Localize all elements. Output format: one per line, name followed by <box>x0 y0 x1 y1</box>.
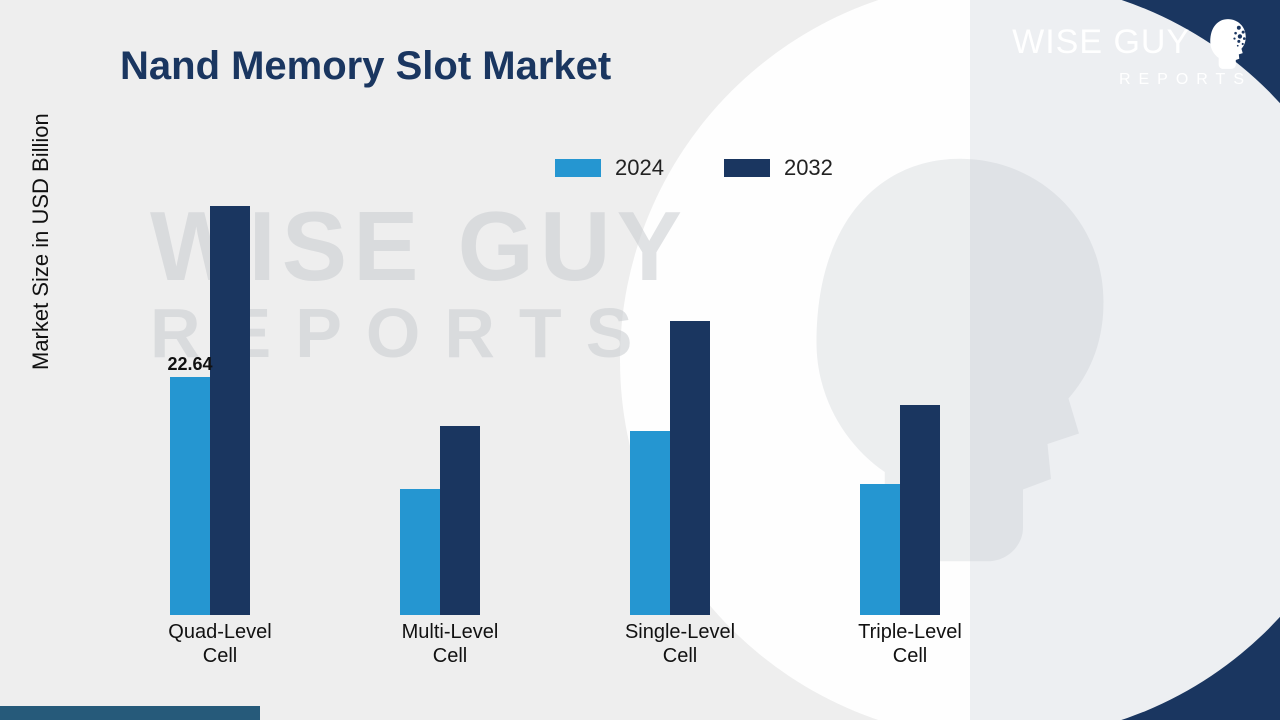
legend-label-2024: 2024 <box>615 155 664 181</box>
legend-item-2024: 2024 <box>555 155 664 181</box>
bar-2024 <box>860 484 900 615</box>
legend-swatch-2024 <box>555 159 601 177</box>
chart-canvas: WISE GUY REPORTS Nand Memory Slot Market… <box>0 0 1280 720</box>
logo-line2: REPORTS <box>1012 72 1252 88</box>
bar-2024 <box>400 489 440 615</box>
legend-item-2032: 2032 <box>724 155 833 181</box>
bar-2024 <box>630 431 670 615</box>
legend-label-2032: 2032 <box>784 155 833 181</box>
brand-logo: WISE GUY REPORTS <box>1012 18 1252 88</box>
chart-title: Nand Memory Slot Market <box>120 44 611 89</box>
chart-legend: 2024 2032 <box>555 155 833 181</box>
y-axis-label: Market Size in USD Billion <box>28 113 54 370</box>
logo-head-icon <box>1204 18 1252 70</box>
bar-value-label: 22.64 <box>167 354 212 375</box>
bar-2032 <box>670 321 710 615</box>
chart-plot-area: 22.64 <box>100 195 1000 615</box>
category-label: Quad-LevelCell <box>140 620 300 668</box>
legend-swatch-2032 <box>724 159 770 177</box>
bar-2032 <box>900 405 940 615</box>
bar-2032 <box>440 426 480 615</box>
category-label: Single-LevelCell <box>600 620 760 668</box>
category-label: Multi-LevelCell <box>370 620 530 668</box>
bar-2032 <box>210 206 250 616</box>
bar-2024 <box>170 377 210 615</box>
category-label: Triple-LevelCell <box>830 620 990 668</box>
bottom-accent-bar <box>0 706 260 720</box>
logo-line1: WISE GUY <box>1012 23 1189 61</box>
